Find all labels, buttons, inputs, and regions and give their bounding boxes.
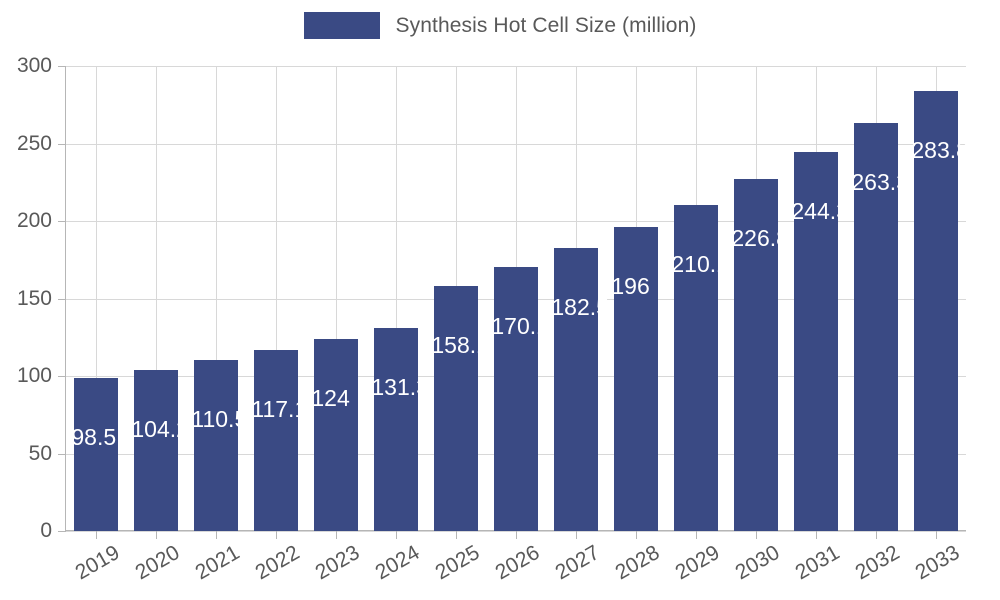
x-axis-tick-mark [936,531,937,539]
x-axis-tick-mark [576,531,577,539]
gridline-vertical [276,66,277,531]
bar-2024[interactable]: 131.3 [371,327,429,531]
x-axis-tick-label: 2028 [611,541,664,585]
bar-2023[interactable]: 124 [311,338,358,531]
x-axis-tick-label: 2033 [911,541,964,585]
y-axis-tick-label: 100 [16,364,52,387]
y-axis-tick-mark [58,298,66,300]
x-axis-tick-mark [696,531,697,539]
x-axis-tick-label: 2019 [71,541,124,585]
x-axis-tick-label: 2022 [251,541,304,585]
bar-2026[interactable]: 170.1 [491,267,549,531]
bar-2031[interactable]: 244.3 [791,152,849,531]
gridline-vertical [336,66,337,531]
x-axis-tick-label: 2031 [791,541,844,585]
bar-value-label: 124 [311,384,350,411]
x-axis-tick-mark [336,531,337,539]
x-axis-tick-label: 2020 [131,541,184,585]
bar-value-label: 210.1 [671,251,729,278]
bar-value-label: 170.1 [491,313,549,340]
bar-value-label: 131.3 [371,373,429,400]
gridline-vertical [396,66,397,531]
x-axis-tick-mark [216,531,217,539]
gridline-vertical [156,66,157,531]
x-axis-tick-label: 2026 [491,541,544,585]
bar-value-label: 226.8 [731,225,789,252]
x-axis-tick-labels: 2019 2020 2021 2022 2023 2024 2025 2026 2027 2028… [66,531,966,600]
y-axis-tick-mark [58,143,66,145]
bar-2028[interactable]: 196 [611,227,658,531]
gridline-vertical [96,66,97,531]
x-axis-tick-label: 2027 [551,541,604,585]
x-axis-tick-label: 2032 [851,541,904,585]
legend-label: Synthesis Hot Cell Size (million) [395,13,697,37]
x-axis-tick-label: 2030 [731,541,784,585]
x-axis-tick-mark [756,531,757,539]
gridline-vertical [216,66,217,531]
bar-value-label: 117.1 [251,395,308,422]
x-axis-tick-label: 2021 [191,541,244,585]
x-axis-tick-label: 2029 [671,541,724,585]
y-axis-tick-label: 0 [40,519,52,542]
bar-2021[interactable]: 110.5 [191,359,247,531]
bar-value-label: 263.3 [851,168,909,195]
y-axis-tick-label: 300 [16,54,52,77]
bar-value-label: 104.2 [131,415,189,442]
x-axis-tick-label: 2024 [371,541,424,585]
bar-value-label: 283.8 [911,137,969,164]
x-axis-tick-mark [816,531,817,539]
bar-2025[interactable]: 158.1 [431,285,489,531]
plot-area: 98.5 104.2 110.5 117.1 124 131.3 158.1 170.1 182… [58,66,969,539]
legend-item-synthesis-hot-cell-size[interactable]: Synthesis Hot Cell Size (million) [303,12,697,39]
chart-legend: Synthesis Hot Cell Size (million) [0,12,1000,39]
x-axis-tick-mark [276,531,277,539]
y-axis-tick-label: 200 [16,209,52,232]
y-axis-tick-label: 250 [16,131,52,155]
y-axis-tick-mark [58,453,66,455]
bar-2033[interactable]: 283.8 [911,91,969,531]
bar-2027[interactable]: 182.5 [551,248,609,531]
x-axis-tick-mark [396,531,397,539]
bar-2020[interactable]: 104.2 [131,369,189,531]
bar-value-label: 196 [611,273,650,300]
x-axis-tick-label: 2023 [311,541,364,585]
bar-value-label: 158.1 [431,331,489,358]
y-axis-tick-labels: 0 50 100 150 200 250 300 [0,54,52,542]
x-axis-tick-mark [156,531,157,539]
bar-value-label: 110.5 [191,405,248,432]
x-axis-tick-mark [96,531,97,539]
x-axis-tick-mark [516,531,517,539]
x-axis-tick-label: 2025 [431,541,484,585]
y-axis-tick-mark [58,376,66,377]
x-axis-tick-mark [636,531,637,539]
bar-2029[interactable]: 210.1 [671,205,729,531]
x-axis-tick-mark [456,531,457,539]
y-axis-tick-mark [58,221,66,222]
bar-2030[interactable]: 226.8 [731,179,789,531]
legend-color-swatch [303,12,380,39]
x-axis-tick-mark [876,531,877,539]
bar-2032[interactable]: 263.3 [851,122,909,531]
bar-2022[interactable]: 117.1 [251,349,307,531]
bar-2019[interactable]: 98.5 [71,378,118,531]
y-axis-tick-mark [58,531,66,532]
bar-value-label: 98.5 [71,424,117,451]
y-axis-tick-label: 150 [16,286,52,310]
y-axis-tick-label: 50 [28,441,52,465]
y-axis-tick-mark [58,66,66,67]
